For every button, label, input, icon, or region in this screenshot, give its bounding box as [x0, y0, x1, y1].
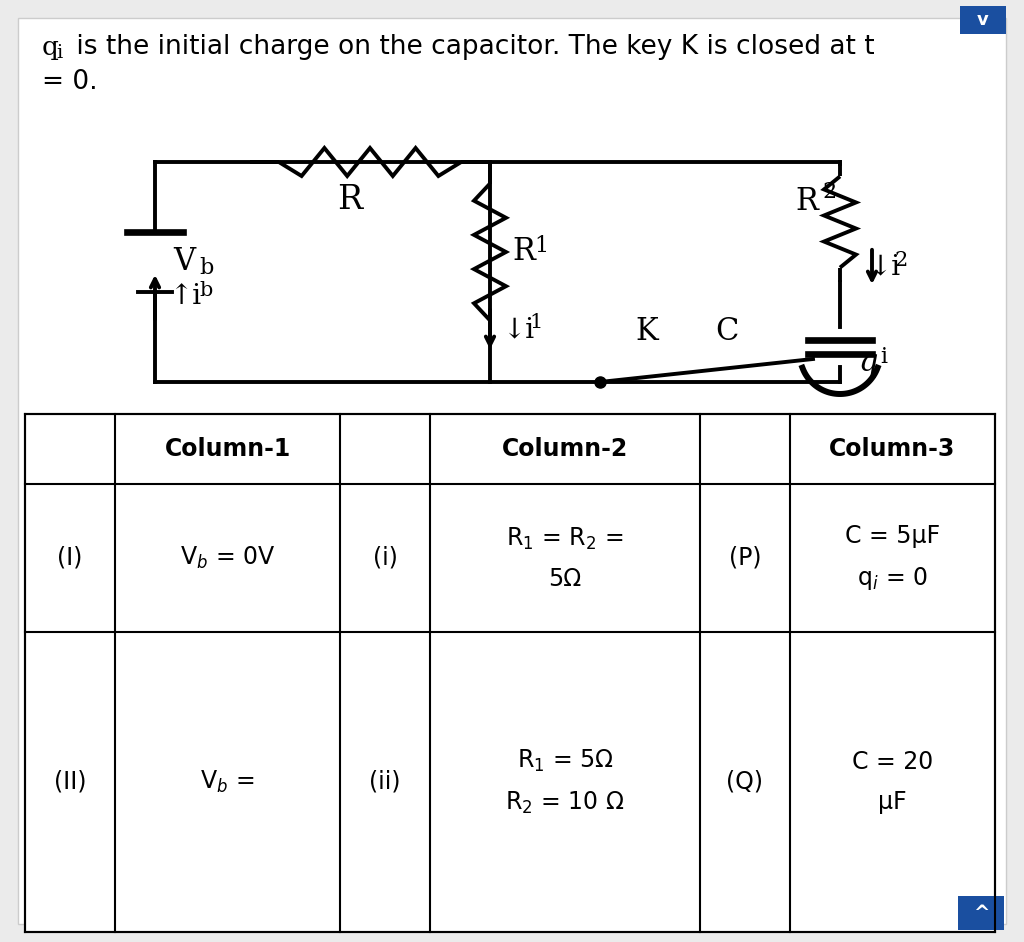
- Text: ↓i: ↓i: [502, 317, 535, 344]
- Text: 2: 2: [822, 181, 837, 203]
- Text: K: K: [635, 316, 657, 347]
- Text: (ii): (ii): [370, 770, 400, 794]
- Text: V: V: [173, 247, 196, 278]
- Text: b: b: [199, 281, 212, 300]
- Text: i: i: [56, 44, 62, 62]
- Text: 1: 1: [529, 314, 543, 333]
- Text: R: R: [795, 187, 818, 218]
- Text: v: v: [977, 11, 989, 29]
- Text: Column-1: Column-1: [165, 437, 291, 461]
- Text: = 0.: = 0.: [42, 69, 97, 95]
- Text: i: i: [880, 346, 887, 368]
- Text: R$_1$ = 5Ω
R$_2$ = 10 Ω: R$_1$ = 5Ω R$_2$ = 10 Ω: [505, 748, 625, 816]
- Text: ^: ^: [973, 903, 989, 922]
- FancyBboxPatch shape: [958, 896, 1004, 930]
- Text: is the initial charge on the capacitor. The key K is closed at t: is the initial charge on the capacitor. …: [68, 34, 874, 60]
- Text: Column-3: Column-3: [829, 437, 955, 461]
- Text: (P): (P): [729, 546, 761, 570]
- Text: R: R: [338, 184, 362, 216]
- Text: V$_b$ =: V$_b$ =: [201, 769, 255, 795]
- Text: 2: 2: [895, 251, 908, 269]
- Text: R: R: [512, 236, 535, 268]
- Text: Column-2: Column-2: [502, 437, 628, 461]
- Text: R$_1$ = R$_2$ =
5Ω: R$_1$ = R$_2$ = 5Ω: [506, 526, 624, 591]
- Text: C = 20
μF: C = 20 μF: [852, 751, 933, 814]
- Text: V$_b$ = 0V: V$_b$ = 0V: [180, 544, 275, 571]
- Text: ↓i: ↓i: [868, 253, 900, 281]
- Text: (Q): (Q): [726, 770, 764, 794]
- Text: (II): (II): [53, 770, 86, 794]
- Text: 1: 1: [534, 235, 548, 257]
- Text: b: b: [199, 257, 213, 279]
- Text: q: q: [858, 347, 878, 378]
- Text: ↑i: ↑i: [169, 284, 201, 311]
- FancyBboxPatch shape: [18, 18, 1006, 924]
- FancyBboxPatch shape: [25, 414, 995, 932]
- Text: C: C: [715, 316, 738, 347]
- Text: q: q: [42, 35, 58, 59]
- FancyBboxPatch shape: [961, 6, 1006, 34]
- Text: (I): (I): [57, 546, 83, 570]
- Text: C = 5μF
q$_i$ = 0: C = 5μF q$_i$ = 0: [845, 525, 940, 592]
- Text: (i): (i): [373, 546, 397, 570]
